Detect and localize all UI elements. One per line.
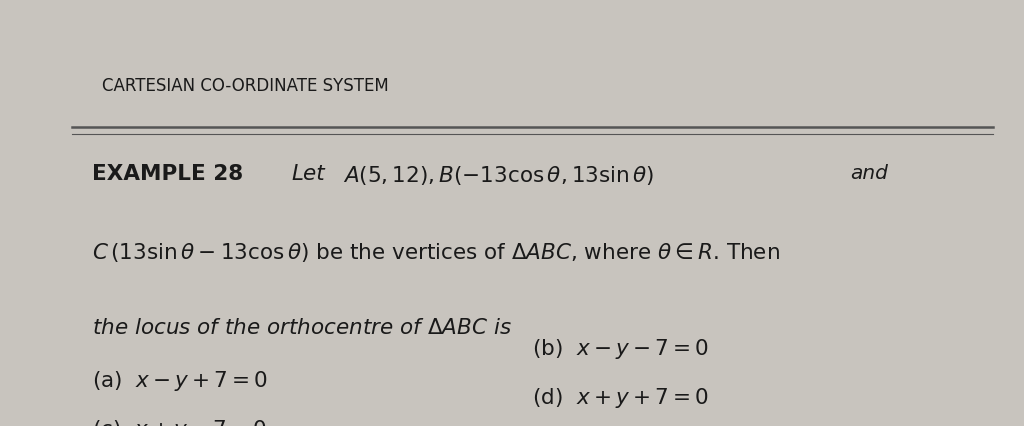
- Text: (c)  $x + y - 7 = 0$: (c) $x + y - 7 = 0$: [92, 417, 267, 426]
- Text: (d)  $x + y + 7 = 0$: (d) $x + y + 7 = 0$: [532, 386, 710, 409]
- Text: (a)  $x - y + 7 = 0$: (a) $x - y + 7 = 0$: [92, 368, 268, 392]
- Text: Let: Let: [292, 164, 326, 184]
- Text: $A(5, 12), B(-13\cos\theta, 13\sin\theta)$: $A(5, 12), B(-13\cos\theta, 13\sin\theta…: [343, 164, 654, 187]
- Text: (b)  $x - y - 7 = 0$: (b) $x - y - 7 = 0$: [532, 337, 710, 360]
- Text: $C\,(13\sin\theta - 13\cos\theta)$ be the vertices of $\Delta ABC$, where $\thet: $C\,(13\sin\theta - 13\cos\theta)$ be th…: [92, 241, 780, 264]
- Text: and: and: [850, 164, 888, 183]
- Text: the locus of the orthocentre of $\Delta ABC$ is: the locus of the orthocentre of $\Delta …: [92, 317, 512, 337]
- Text: CARTESIAN CO-ORDINATE SYSTEM: CARTESIAN CO-ORDINATE SYSTEM: [102, 77, 389, 95]
- Text: EXAMPLE 28: EXAMPLE 28: [92, 164, 244, 184]
